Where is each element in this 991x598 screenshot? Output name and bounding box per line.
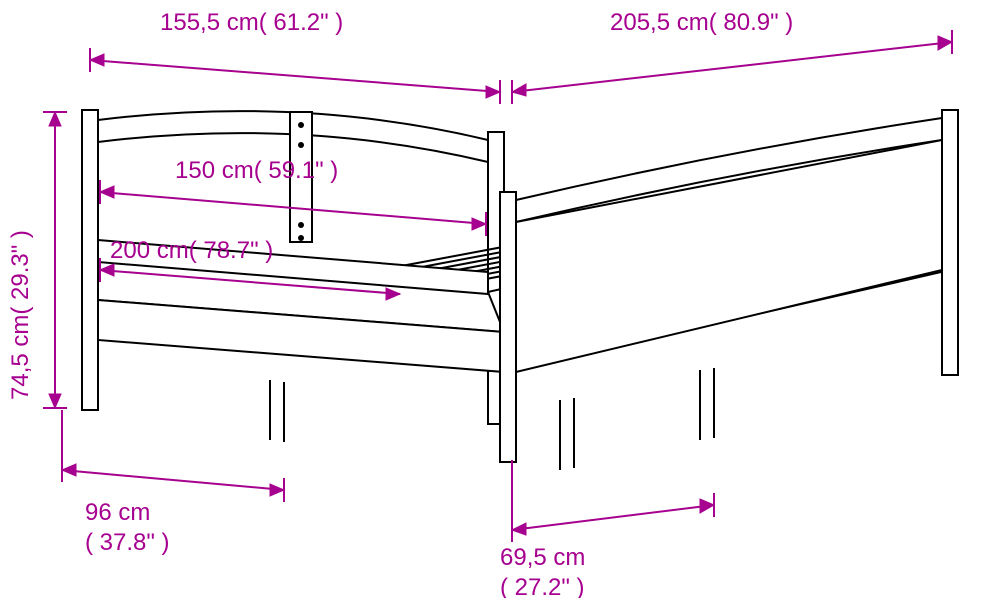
dim-leg-left-in: ( 37.8" ) [85,529,170,556]
dim-leg-right-cm: 69,5 cm [500,544,585,571]
dim-height: 74,5 cm( 29.3" ) [7,230,34,400]
dim-inner-width: 150 cm( 59.1" ) [175,157,338,184]
dim-inner-length: 200 cm( 78.7" ) [110,237,273,264]
dim-top-length: 205,5 cm( 80.9" ) [610,9,793,36]
dim-leg-right-in: ( 27.2" ) [500,574,585,598]
dim-leg-left-cm: 96 cm [85,499,150,526]
dim-top-width: 155,5 cm( 61.2" ) [160,9,343,36]
